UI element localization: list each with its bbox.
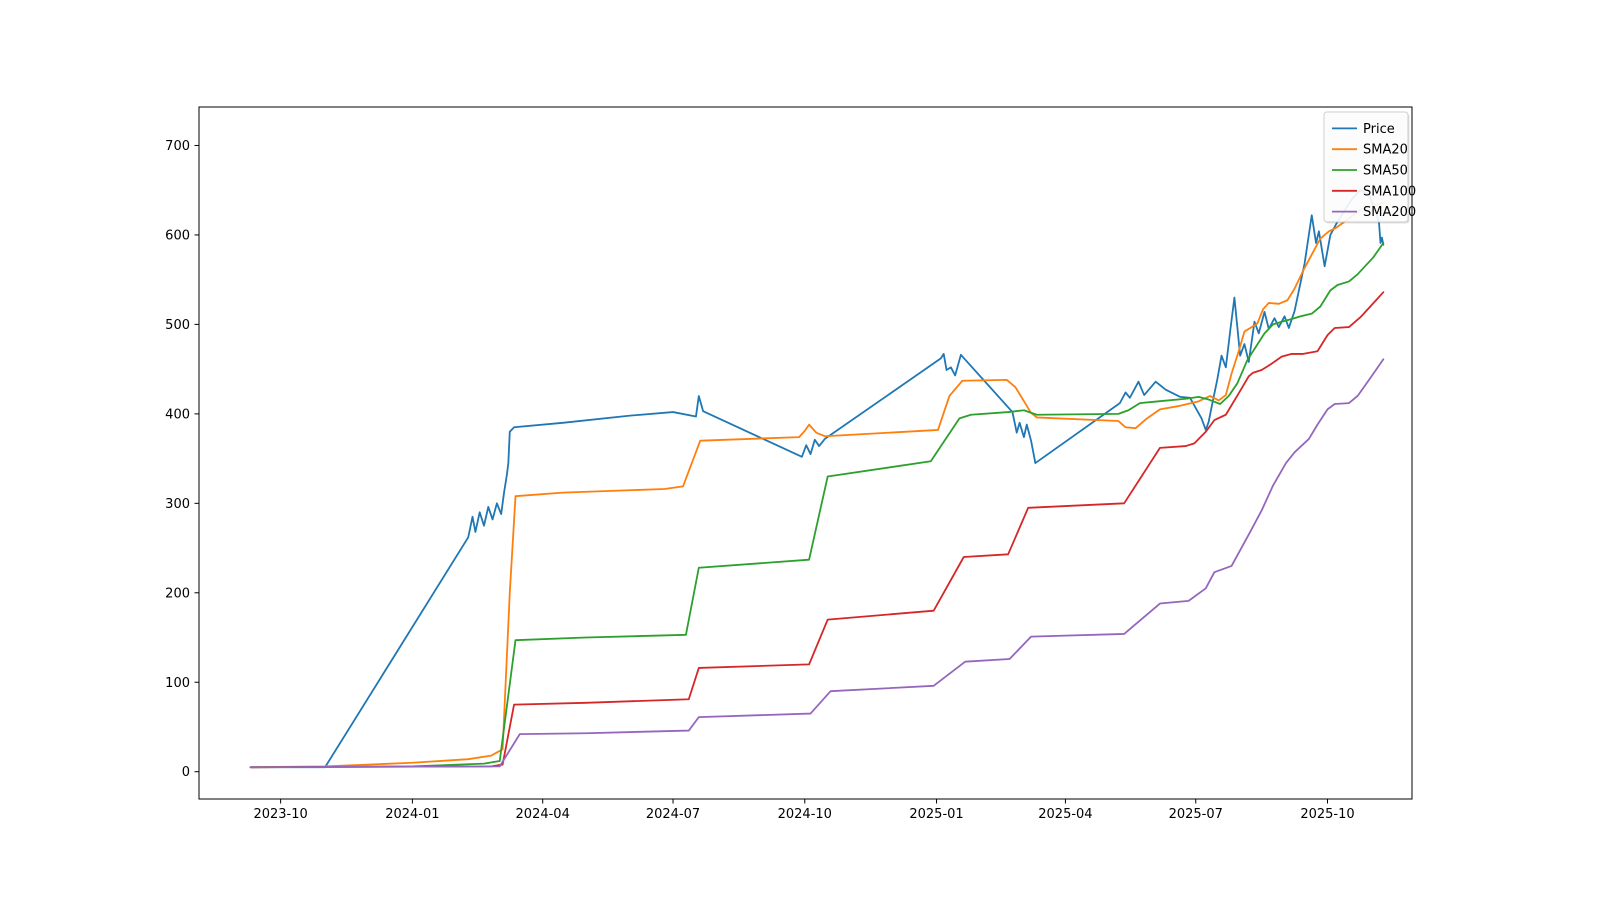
- y-tick-label: 600: [165, 228, 190, 243]
- y-tick-label: 300: [165, 497, 190, 512]
- series-line-sma20: [249, 201, 1385, 769]
- legend-box: [1323, 111, 1409, 223]
- y-tick-label: 700: [165, 139, 190, 154]
- x-tick-label: 2025-04: [1038, 807, 1092, 822]
- legend-label-sma50: SMA50: [1363, 164, 1408, 179]
- y-tick-label: 400: [165, 407, 190, 422]
- y-tick-label: 200: [165, 586, 190, 601]
- series-line-sma100: [249, 291, 1385, 769]
- axes-spines: [198, 106, 1413, 800]
- legend-label-sma20: SMA20: [1363, 143, 1408, 158]
- legend-label-sma100: SMA100: [1363, 184, 1416, 199]
- legend-label-sma200: SMA200: [1363, 205, 1416, 220]
- x-tick-label: 2024-10: [778, 807, 832, 822]
- series-line-price: [249, 189, 1385, 769]
- x-tick-label: 2023-10: [253, 807, 307, 822]
- x-tick-label: 2025-10: [1300, 807, 1354, 822]
- x-tick-label: 2025-01: [909, 807, 963, 822]
- plot-area: [199, 107, 1412, 799]
- y-tick-label: 0: [182, 765, 190, 780]
- x-tick-label: 2024-04: [516, 807, 570, 822]
- x-tick-label: 2024-07: [646, 807, 700, 822]
- series-line-sma50: [249, 242, 1385, 769]
- legend-label-price: Price: [1363, 122, 1395, 137]
- series-line-sma200: [249, 358, 1385, 769]
- x-tick-label: 2025-07: [1169, 807, 1223, 822]
- y-tick-label: 500: [165, 318, 190, 333]
- x-tick-label: 2024-01: [385, 807, 439, 822]
- y-tick-label: 100: [165, 676, 190, 691]
